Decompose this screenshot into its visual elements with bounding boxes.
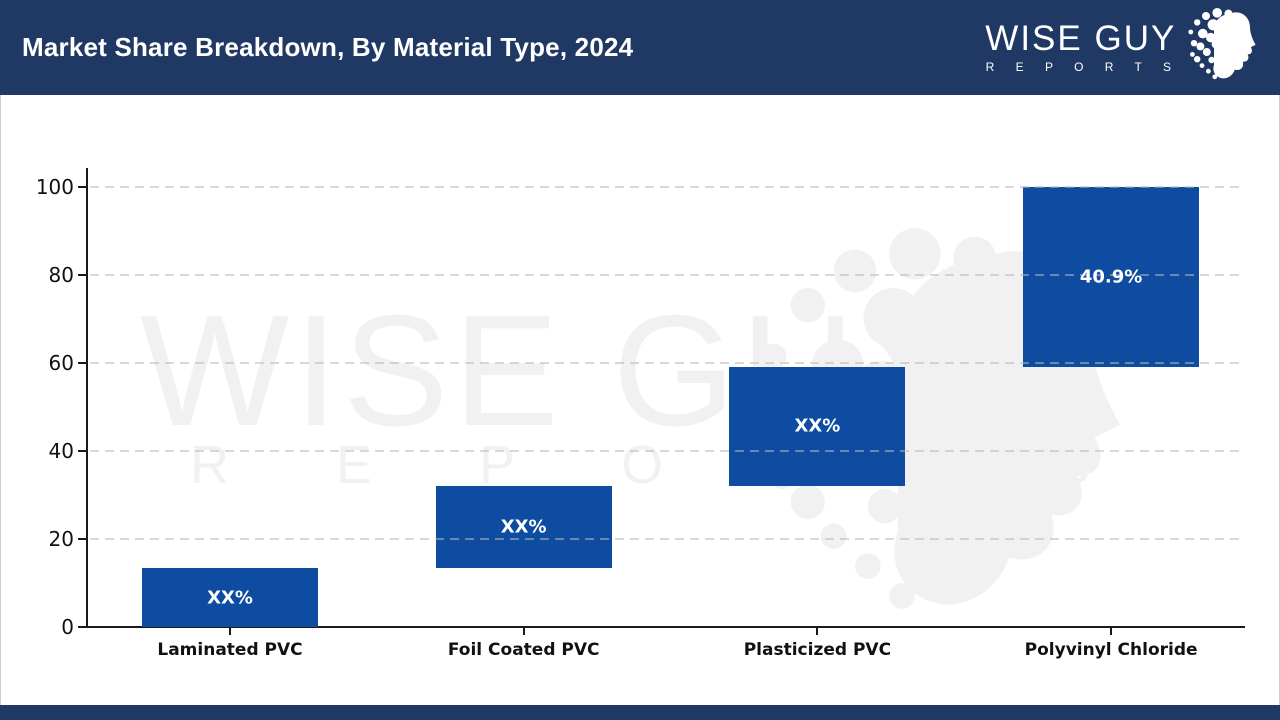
x-axis-tick-mark [522, 628, 525, 635]
y-axis-tick-label: 0 [61, 615, 74, 639]
bar-value-label: 40.9% [1079, 266, 1143, 288]
x-axis-tick-mark [1110, 628, 1113, 635]
y-axis-tick-label: 20 [48, 527, 74, 551]
logo-wordmark: WISE GUY [985, 19, 1177, 58]
gridline [90, 186, 1245, 188]
x-axis-category-label: Foil Coated PVC [447, 640, 600, 660]
wise-guy-reports-logo: WISE GUY R E P O R T S [982, 7, 1258, 88]
y-axis-tick-mark [78, 274, 86, 276]
y-axis-tick-mark [78, 450, 86, 452]
bar-value-label: XX% [794, 415, 841, 437]
gridline [90, 538, 1245, 540]
y-axis-tick-mark [78, 626, 86, 628]
x-axis-category-label: Laminated PVC [157, 640, 303, 660]
y-axis-tick-mark [78, 538, 86, 540]
x-axis-tick-mark [229, 628, 231, 635]
y-axis-line [86, 168, 88, 628]
y-axis-tick-label: 60 [48, 351, 74, 375]
logo-subtitle: R E P O R T S [985, 60, 1180, 74]
logo-text: WISE GUY R E P O R T S [982, 21, 1180, 74]
y-axis-tick-label: 80 [48, 263, 74, 287]
x-axis-line [86, 626, 1245, 628]
x-axis-category-label: Polyvinyl Chloride [1024, 640, 1198, 660]
dotted-head-profile-icon [1188, 7, 1256, 79]
y-axis-tick-label: 40 [48, 439, 74, 463]
y-axis-tick-mark [78, 186, 86, 188]
gridline [90, 362, 1245, 364]
bar-value-label: XX% [500, 516, 547, 538]
footer-bar [0, 705, 1280, 720]
x-axis-tick-mark [816, 628, 819, 635]
y-axis-tick-mark [78, 362, 86, 364]
bar-foil-coated-pvc [435, 485, 612, 569]
bar-value-label: XX% [207, 587, 253, 609]
bar-laminated-pvc [142, 568, 318, 627]
y-axis-tick-label: 100 [35, 175, 74, 199]
gridline [90, 450, 1245, 452]
gridline [90, 274, 1245, 276]
x-axis-category-label: Plasticized PVC [743, 640, 892, 660]
page-title: Market Share Breakdown, By Material Type… [22, 32, 634, 62]
header-bar: Market Share Breakdown, By Material Type… [0, 0, 1280, 95]
